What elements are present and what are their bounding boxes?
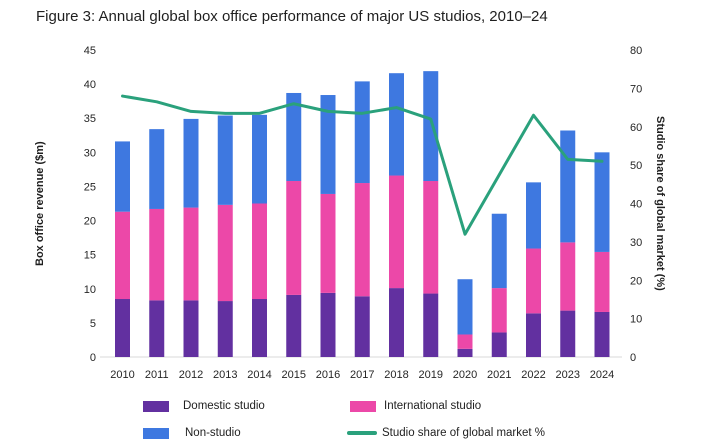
bar-segment [457, 334, 473, 349]
figure-title: Figure 3: Annual global box office perfo… [36, 8, 548, 25]
bar-segment [491, 288, 507, 333]
right-axis-tick-label: 30 [630, 237, 642, 249]
left-axis-tick-label: 45 [84, 45, 96, 57]
legend-label-domestic: Domestic studio [183, 400, 265, 412]
right-axis-tick-label: 80 [630, 45, 642, 57]
x-axis-category-label: 2021 [487, 369, 511, 381]
x-axis-category-label: 2017 [350, 369, 374, 381]
bar-segment [320, 193, 336, 293]
bar-segment [423, 71, 439, 181]
right-axis-tick-label: 60 [630, 122, 642, 134]
bar-segment [526, 182, 541, 249]
left-axis-tick-label: 35 [84, 113, 96, 125]
legend-label-non-studio: Non-studio [185, 427, 241, 439]
bar-segment [252, 299, 267, 357]
bar-segment [389, 288, 404, 357]
bar-segment [320, 95, 336, 194]
bar-segment [560, 310, 576, 357]
bar-segment [286, 294, 302, 357]
x-axis-category-label: 2024 [590, 369, 614, 381]
bar-segment [594, 251, 610, 312]
legend-label-international: International studio [384, 400, 482, 412]
international-studio-swatch [350, 400, 376, 412]
x-axis-category-label: 2019 [419, 369, 443, 381]
x-axis-category-label: 2015 [282, 369, 306, 381]
share-line-swatch [347, 431, 377, 435]
bar-segment [354, 296, 370, 357]
bar-segment [149, 300, 165, 357]
bar-segment [115, 211, 130, 300]
x-axis-category-label: 2016 [316, 369, 340, 381]
bar-segment [217, 115, 233, 205]
share-line [121, 94, 604, 236]
bar-segment [286, 92, 302, 181]
left-axis-tick-label: 30 [84, 147, 96, 159]
bar-segment [491, 213, 507, 289]
bar-segment [526, 313, 541, 357]
right-axis-tick-label: 10 [630, 314, 642, 326]
bar-segment [594, 311, 610, 357]
legend-item-non-studio: Non-studio [143, 427, 241, 439]
right-axis-tick-label: 0 [630, 352, 636, 364]
bar-segment [149, 208, 165, 301]
bar-segment [423, 293, 439, 357]
right-axis-tick-label: 50 [630, 160, 642, 172]
bar-segment [457, 279, 473, 335]
bar-segment [491, 332, 507, 357]
x-axis-category-label: 2013 [213, 369, 237, 381]
right-axis-tick-label: 70 [630, 83, 642, 95]
x-axis-category-label: 2023 [556, 369, 580, 381]
bar-segment [423, 180, 439, 294]
bar-segment [457, 348, 473, 357]
bar-segment [183, 118, 199, 208]
right-axis-title: Studio share of global market (%) [654, 116, 666, 291]
bar-segment [560, 130, 576, 243]
left-axis-title: Box office revenue ($m) [34, 141, 46, 266]
left-axis-tick-label: 20 [84, 216, 96, 228]
bar-segment [217, 204, 233, 302]
legend-item-international: International studio [350, 400, 481, 412]
non-studio-swatch [143, 427, 169, 439]
right-axis-tick-label: 40 [630, 199, 642, 211]
bar-segment [526, 248, 541, 314]
bar-segment [149, 129, 165, 209]
left-axis-tick-label: 0 [90, 352, 96, 364]
x-axis-category-label: 2022 [521, 369, 545, 381]
left-axis-tick-label: 5 [90, 318, 96, 330]
bar-segment [217, 301, 233, 357]
bar-segment [183, 207, 199, 301]
x-axis-category-label: 2014 [247, 369, 271, 381]
left-axis-tick-label: 15 [84, 250, 96, 262]
x-axis-category-label: 2020 [453, 369, 477, 381]
bar-segment [594, 152, 610, 252]
legend-item-share-line: Studio share of global market % [347, 427, 545, 439]
legend-item-domestic: Domestic studio [143, 400, 265, 412]
x-axis-category-label: 2018 [384, 369, 408, 381]
bar-segment [183, 300, 199, 357]
bar-segment [320, 292, 336, 357]
bar-segment [252, 114, 267, 204]
bar-segment [286, 180, 302, 295]
bar-segment [354, 81, 370, 184]
x-axis-category-label: 2012 [179, 369, 203, 381]
left-axis-tick-label: 10 [84, 284, 96, 296]
bar-segment [252, 203, 267, 300]
bar-segment [389, 73, 404, 176]
legend-label-share-line: Studio share of global market % [382, 427, 546, 439]
x-axis-category-label: 2010 [110, 369, 134, 381]
left-axis-tick-label: 40 [84, 79, 96, 91]
bar-segment [560, 242, 576, 311]
right-axis-tick-label: 20 [630, 275, 642, 287]
bar-segment [354, 183, 370, 297]
bar-segment [115, 299, 130, 357]
bar-segment [389, 175, 404, 289]
x-axis-category-label: 2011 [145, 369, 169, 381]
domestic-studio-swatch [143, 400, 169, 412]
left-axis-tick-label: 25 [84, 181, 96, 193]
bar-segment [115, 141, 130, 212]
